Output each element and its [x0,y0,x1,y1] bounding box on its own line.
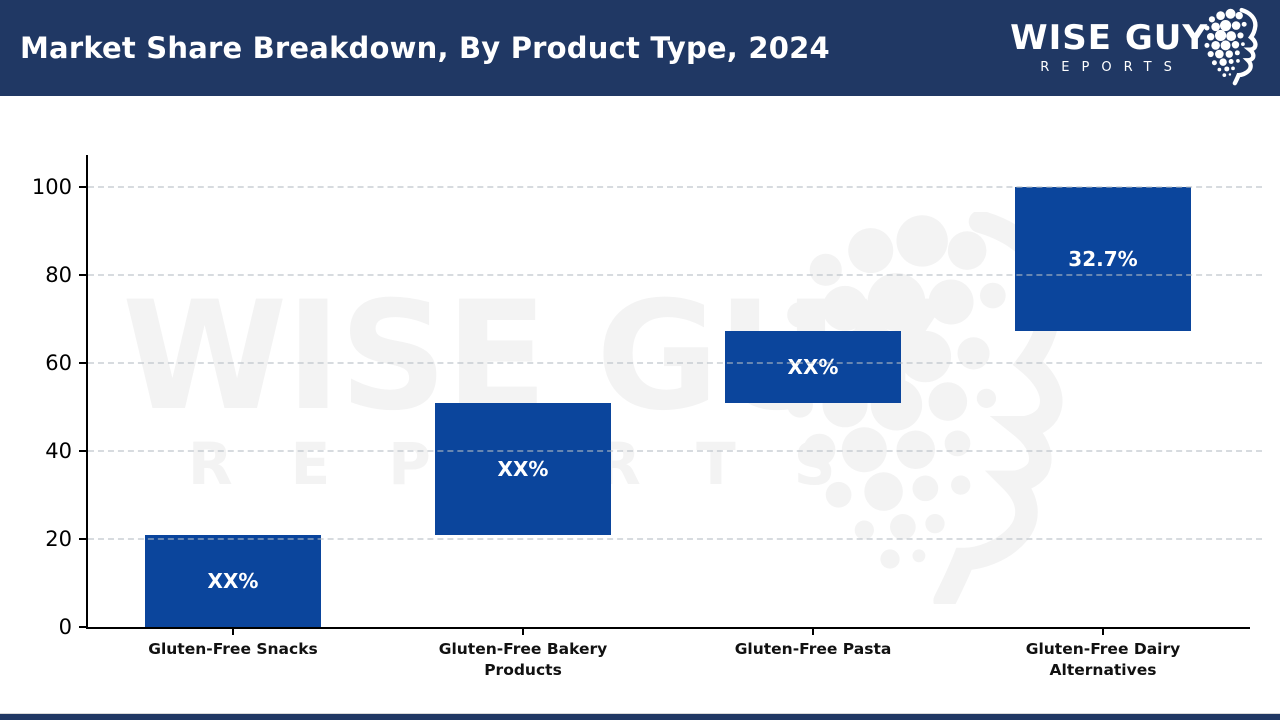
bar-4: 32.7% [1015,187,1191,331]
y-tick-label: 20 [45,527,72,552]
footer-hairline [0,713,1280,714]
plot-area: 0 20 40 60 80 100 XX% Gluten-Free Snacks XX% Glut… [32,155,1262,679]
y-tick-label: 60 [45,351,72,376]
gridline-y100 [88,186,1262,189]
gridline-y20 [88,538,1262,541]
y-tick-label: 100 [31,175,72,200]
x-tick-mark [812,627,814,635]
y-tick-label: 0 [58,615,72,639]
bar-1: XX% [145,534,321,627]
logo-wordmark: WISE GUY [1010,17,1208,58]
y-tick-mark [79,450,86,453]
y-tick-label: 40 [45,439,72,464]
logo-reports-label: REPORTS [1040,59,1184,75]
x-category-label: Gluten-Free Bakery Products [438,640,608,679]
bar-value-label: XX% [207,568,259,593]
gridline-y80 [88,274,1262,277]
header-bar: Market Share Breakdown, By Product Type,… [0,0,1280,96]
y-tick-mark [79,362,86,365]
x-tick-mark [522,627,524,635]
face-dots-icon [1204,7,1258,86]
x-tick-mark [1102,627,1104,635]
page-title: Market Share Breakdown, By Product Type,… [20,31,830,65]
x-tick-mark [232,627,234,635]
y-tick-mark [79,626,86,628]
bar-3: XX% [725,330,901,403]
y-tick-mark [79,538,86,541]
x-category-label: Gluten-Free Pasta [734,640,892,658]
wiseguy-logo: WISE GUY REPORTS [1010,6,1264,86]
x-axis-line [86,627,1250,629]
bar-value-label: XX% [787,354,839,379]
gridline-y40 [88,450,1262,453]
bar-value-label: XX% [497,456,549,481]
logo-text: WISE GUY REPORTS [1010,18,1208,75]
gridline-y60 [88,362,1262,365]
y-tick-label: 80 [45,263,72,288]
bar-2: XX% [435,402,611,535]
footer-bar [0,714,1280,720]
y-axis-line [86,155,88,629]
bar-value-label: 32.7% [1068,247,1138,272]
x-category-label: Gluten-Free Snacks [148,640,318,658]
x-category-label: Gluten-Free Dairy Alternatives [1025,640,1181,679]
y-tick-mark [79,274,86,277]
y-tick-mark [79,186,86,189]
